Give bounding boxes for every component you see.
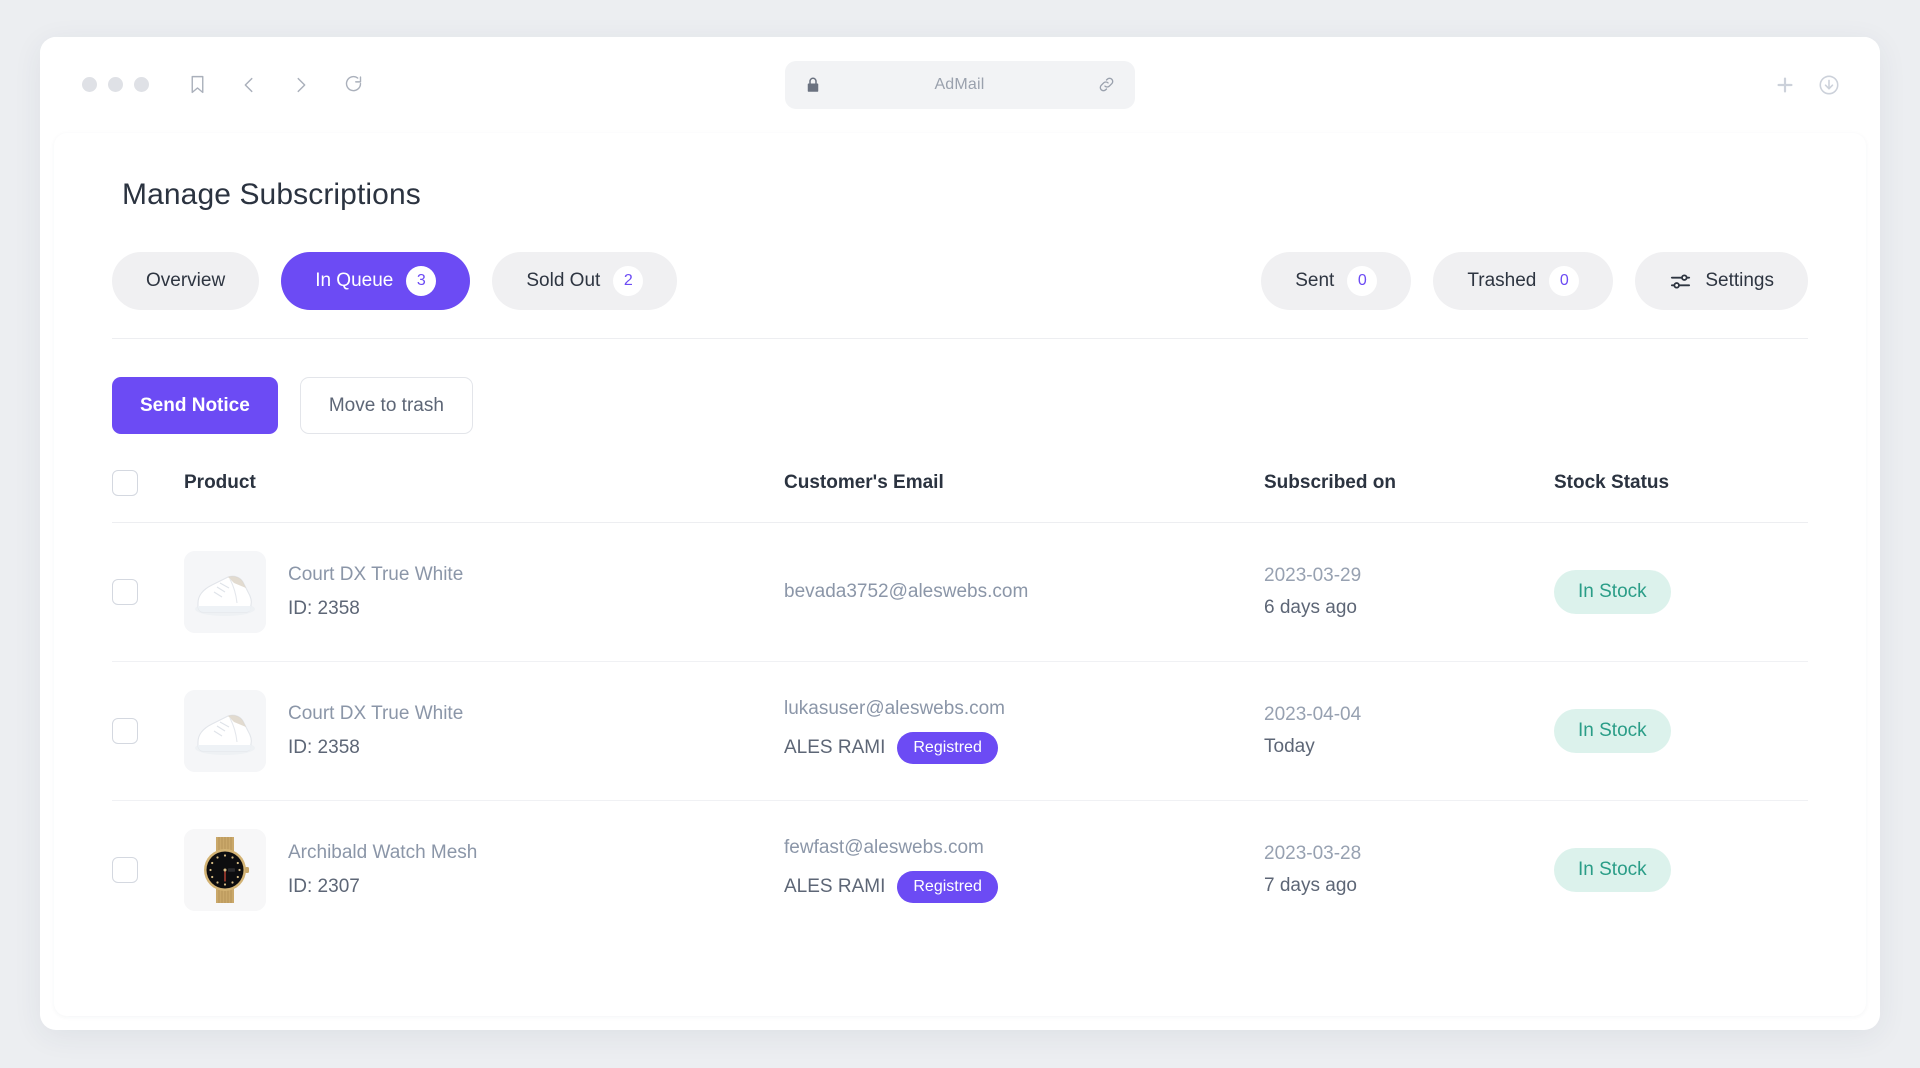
chrome-right-icons	[1774, 74, 1840, 96]
product-name-link[interactable]: Archibald Watch Mesh	[288, 842, 478, 863]
row-stock-cell: In Stock	[1554, 801, 1808, 940]
tab-in-queue-label: In Queue	[315, 270, 394, 291]
tab-sent-label: Sent	[1295, 270, 1335, 291]
table-row: Archibald Watch Mesh ID: 2307 fewfast@al…	[112, 801, 1808, 940]
subscribed-date-absolute: 2023-04-04	[1264, 704, 1362, 725]
white-sneaker-thumbnail	[184, 690, 266, 772]
header-subscribed-on: Subscribed on	[1264, 470, 1554, 523]
subscriptions-table: Product Customer's Email Subscribed on S…	[112, 470, 1808, 939]
chrome-nav-icons	[185, 73, 365, 97]
traffic-lights	[82, 77, 149, 92]
forward-chevron-icon[interactable]	[289, 73, 313, 97]
tabs-right-group: Sent 0 Trashed 0 Settings	[1261, 252, 1808, 310]
row-email-cell: bevada3752@aleswebs.com	[784, 522, 1264, 662]
row-email-cell: fewfast@aleswebs.com ALES RAMI Registred	[784, 801, 1264, 940]
subscribed-date-absolute: 2023-03-28	[1264, 843, 1362, 864]
status-badge: In Stock	[1554, 848, 1671, 892]
tab-sold-out-label: Sold Out	[526, 270, 601, 291]
minimize-window-button[interactable]	[108, 77, 123, 92]
tab-sold-out[interactable]: Sold Out 2	[492, 252, 678, 310]
row-email-cell: lukasuser@aleswebs.com ALES RAMI Registr…	[784, 661, 1264, 801]
address-bar-label: AdMail	[934, 75, 985, 93]
header-stock-status: Stock Status	[1554, 470, 1808, 523]
browser-window: AdMail Manage Subscriptions Overview I	[40, 37, 1880, 1030]
sliders-icon	[1669, 270, 1692, 293]
tab-settings-label: Settings	[1705, 270, 1774, 291]
select-all-checkbox[interactable]	[112, 470, 138, 496]
tabs-left-group: Overview In Queue 3 Sold Out 2	[112, 252, 678, 310]
subscribed-date-relative: Today	[1264, 736, 1315, 757]
table-row: Court DX True White ID: 2358 bevada3752@…	[112, 522, 1808, 662]
customer-email-link[interactable]: fewfast@aleswebs.com	[784, 837, 984, 858]
table-row: Court DX True White ID: 2358 lukasuser@a…	[112, 661, 1808, 801]
product-id: ID: 2307	[288, 876, 360, 897]
table-header: Product Customer's Email Subscribed on S…	[112, 470, 1808, 523]
row-product-cell: Court DX True White ID: 2358	[184, 522, 784, 662]
bookmark-icon[interactable]	[185, 73, 209, 97]
product-name-link[interactable]: Court DX True White	[288, 703, 464, 724]
tab-row: Overview In Queue 3 Sold Out 2 Sent 0 T	[112, 252, 1808, 339]
gold-mesh-watch-thumbnail	[184, 829, 266, 911]
tab-sold-out-count: 2	[613, 266, 644, 296]
maximize-window-button[interactable]	[134, 77, 149, 92]
row-product-cell: Court DX True White ID: 2358	[184, 661, 784, 801]
customer-email-link[interactable]: lukasuser@aleswebs.com	[784, 698, 1005, 719]
back-chevron-icon[interactable]	[237, 73, 261, 97]
tab-in-queue-count: 3	[406, 266, 437, 296]
row-stock-cell: In Stock	[1554, 522, 1808, 662]
download-icon[interactable]	[1818, 74, 1840, 96]
tab-settings[interactable]: Settings	[1635, 252, 1808, 310]
lock-icon	[804, 76, 822, 94]
row-product-cell: Archibald Watch Mesh ID: 2307	[184, 801, 784, 940]
subscribed-date-relative: 7 days ago	[1264, 875, 1357, 896]
row-date-cell: 2023-03-29 6 days ago	[1264, 522, 1554, 662]
header-product: Product	[184, 470, 784, 523]
product-id: ID: 2358	[288, 737, 360, 758]
page-content-card: Manage Subscriptions Overview In Queue 3…	[54, 133, 1866, 1016]
white-sneaker-thumbnail	[184, 551, 266, 633]
registered-badge: Registred	[897, 732, 998, 764]
table-header-row: Product Customer's Email Subscribed on S…	[112, 470, 1808, 523]
status-badge: In Stock	[1554, 570, 1671, 614]
tab-sent[interactable]: Sent 0	[1261, 252, 1412, 310]
customer-email-link[interactable]: bevada3752@aleswebs.com	[784, 581, 1029, 602]
registered-badge: Registred	[897, 871, 998, 903]
product-id: ID: 2358	[288, 598, 360, 619]
subscribed-date-absolute: 2023-03-29	[1264, 565, 1362, 586]
row-select-cell	[112, 522, 184, 662]
tab-overview-label: Overview	[146, 270, 226, 291]
plus-icon[interactable]	[1774, 74, 1796, 96]
row-checkbox[interactable]	[112, 579, 138, 605]
row-checkbox[interactable]	[112, 857, 138, 883]
close-window-button[interactable]	[82, 77, 97, 92]
customer-name: ALES RAMI	[784, 737, 886, 758]
product-name-link[interactable]: Court DX True White	[288, 564, 464, 585]
tab-sent-count: 0	[1347, 266, 1378, 296]
select-all-header	[112, 470, 184, 523]
subscribed-date-relative: 6 days ago	[1264, 597, 1357, 618]
link-icon[interactable]	[1097, 75, 1116, 94]
status-badge: In Stock	[1554, 709, 1671, 753]
address-bar[interactable]: AdMail	[785, 60, 1135, 109]
browser-chrome-bar: AdMail	[40, 37, 1880, 132]
row-select-cell	[112, 661, 184, 801]
page-title: Manage Subscriptions	[122, 178, 421, 211]
tab-trashed-count: 0	[1549, 266, 1580, 296]
row-date-cell: 2023-03-28 7 days ago	[1264, 801, 1554, 940]
tab-in-queue[interactable]: In Queue 3	[281, 252, 471, 310]
reload-icon[interactable]	[341, 73, 365, 97]
row-date-cell: 2023-04-04 Today	[1264, 661, 1554, 801]
tab-trashed-label: Trashed	[1467, 270, 1537, 291]
header-customer-email: Customer's Email	[784, 470, 1264, 523]
move-to-trash-button[interactable]: Move to trash	[299, 377, 473, 434]
customer-name: ALES RAMI	[784, 876, 886, 897]
tab-overview[interactable]: Overview	[112, 252, 260, 310]
tab-trashed[interactable]: Trashed 0	[1433, 252, 1614, 310]
row-select-cell	[112, 801, 184, 940]
table-body: Court DX True White ID: 2358 bevada3752@…	[112, 522, 1808, 940]
send-notice-button[interactable]: Send Notice	[112, 377, 278, 434]
action-button-row: Send Notice Move to trash	[112, 377, 1866, 434]
row-stock-cell: In Stock	[1554, 661, 1808, 801]
row-checkbox[interactable]	[112, 718, 138, 744]
